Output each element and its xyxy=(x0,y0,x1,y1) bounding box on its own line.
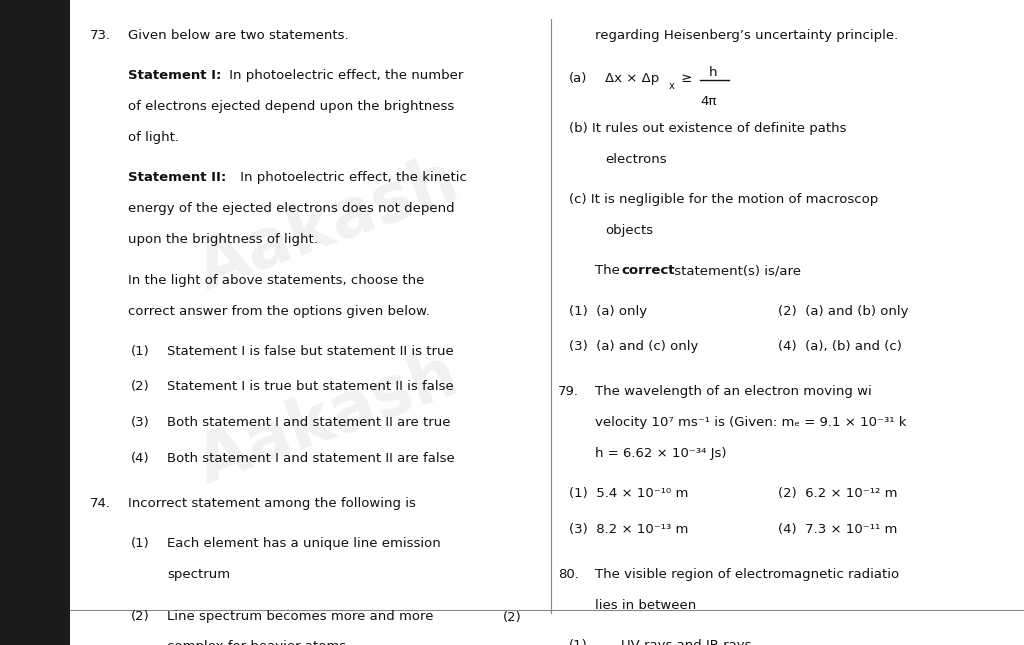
Text: 79.: 79. xyxy=(558,385,580,398)
Text: Statement II:: Statement II: xyxy=(128,172,226,184)
Text: (1): (1) xyxy=(131,537,150,550)
Text: (4): (4) xyxy=(131,451,150,464)
Text: (1)  5.4 × 10⁻¹⁰ m: (1) 5.4 × 10⁻¹⁰ m xyxy=(569,487,689,501)
Text: objects: objects xyxy=(605,224,653,237)
Text: spectrum: spectrum xyxy=(167,568,230,580)
Text: statement(s) is/are: statement(s) is/are xyxy=(670,264,801,277)
Text: (3)  (a) and (c) only: (3) (a) and (c) only xyxy=(569,340,698,353)
Text: of light.: of light. xyxy=(128,131,179,144)
Text: (1): (1) xyxy=(569,639,588,645)
Text: (a): (a) xyxy=(569,72,588,85)
Text: h = 6.62 × 10⁻³⁴ Js): h = 6.62 × 10⁻³⁴ Js) xyxy=(595,447,726,460)
Text: Aakash: Aakash xyxy=(188,148,467,303)
Text: Incorrect statement among the following is: Incorrect statement among the following … xyxy=(128,497,416,510)
Text: of electrons ejected depend upon the brightness: of electrons ejected depend upon the bri… xyxy=(128,100,455,114)
Text: ≥: ≥ xyxy=(677,72,696,85)
Text: 4π: 4π xyxy=(700,95,717,108)
Text: (3): (3) xyxy=(131,416,150,429)
Text: Each element has a unique line emission: Each element has a unique line emission xyxy=(167,537,440,550)
Text: Aakash: Aakash xyxy=(188,342,467,497)
Text: Statement I:: Statement I: xyxy=(128,69,221,83)
Text: correct: correct xyxy=(622,264,675,277)
Text: (b) It rules out existence of definite paths: (b) It rules out existence of definite p… xyxy=(569,122,847,135)
Text: Both statement I and statement II are true: Both statement I and statement II are tr… xyxy=(167,416,451,429)
Text: Statement I is false but statement II is true: Statement I is false but statement II is… xyxy=(167,345,454,358)
Text: lies in between: lies in between xyxy=(595,599,696,611)
Text: energy of the ejected electrons does not depend: energy of the ejected electrons does not… xyxy=(128,203,455,215)
Text: The wavelength of an electron moving wi: The wavelength of an electron moving wi xyxy=(595,385,871,398)
Text: In photoelectric effect, the number: In photoelectric effect, the number xyxy=(225,69,464,83)
Text: (c) It is negligible for the motion of macroscop: (c) It is negligible for the motion of m… xyxy=(569,193,879,206)
Bar xyxy=(0,0,70,645)
Text: In photoelectric effect, the kinetic: In photoelectric effect, the kinetic xyxy=(236,172,466,184)
Text: x: x xyxy=(669,81,675,92)
Text: (3)  8.2 × 10⁻¹³ m: (3) 8.2 × 10⁻¹³ m xyxy=(569,523,689,536)
Text: Δx × Δp: Δx × Δp xyxy=(605,72,659,85)
Text: (2): (2) xyxy=(503,611,521,624)
Text: (1)  (a) only: (1) (a) only xyxy=(569,304,647,317)
Text: (2): (2) xyxy=(131,381,150,393)
Text: (1): (1) xyxy=(131,345,150,358)
Text: (4)  (a), (b) and (c): (4) (a), (b) and (c) xyxy=(778,340,902,353)
Text: Statement I is true but statement II is false: Statement I is true but statement II is … xyxy=(167,381,454,393)
Text: Given below are two statements.: Given below are two statements. xyxy=(128,29,348,42)
Text: The: The xyxy=(595,264,624,277)
Text: 73.: 73. xyxy=(90,29,112,42)
Text: The visible region of electromagnetic radiatio: The visible region of electromagnetic ra… xyxy=(595,568,899,580)
Text: 74.: 74. xyxy=(90,497,112,510)
Text: upon the brightness of light.: upon the brightness of light. xyxy=(128,233,317,246)
Text: velocity 10⁷ ms⁻¹ is (Given: mₑ = 9.1 × 10⁻³¹ k: velocity 10⁷ ms⁻¹ is (Given: mₑ = 9.1 × … xyxy=(595,416,906,429)
Text: (2)  6.2 × 10⁻¹² m: (2) 6.2 × 10⁻¹² m xyxy=(778,487,898,501)
Text: h: h xyxy=(709,66,717,79)
Text: Both statement I and statement II are false: Both statement I and statement II are fa… xyxy=(167,451,455,464)
Text: electrons: electrons xyxy=(605,153,667,166)
Text: complex for heavier atoms: complex for heavier atoms xyxy=(167,640,346,645)
Text: (2)  (a) and (b) only: (2) (a) and (b) only xyxy=(778,304,908,317)
Text: (4)  7.3 × 10⁻¹¹ m: (4) 7.3 × 10⁻¹¹ m xyxy=(778,523,898,536)
Text: UV rays and IR rays: UV rays and IR rays xyxy=(621,639,751,645)
Text: (2): (2) xyxy=(131,610,150,622)
Text: Line spectrum becomes more and more: Line spectrum becomes more and more xyxy=(167,610,433,622)
Text: regarding Heisenberg’s uncertainty principle.: regarding Heisenberg’s uncertainty princ… xyxy=(595,29,898,42)
Text: In the light of above statements, choose the: In the light of above statements, choose… xyxy=(128,273,424,286)
Text: 80.: 80. xyxy=(558,568,579,580)
Text: correct answer from the options given below.: correct answer from the options given be… xyxy=(128,304,430,317)
